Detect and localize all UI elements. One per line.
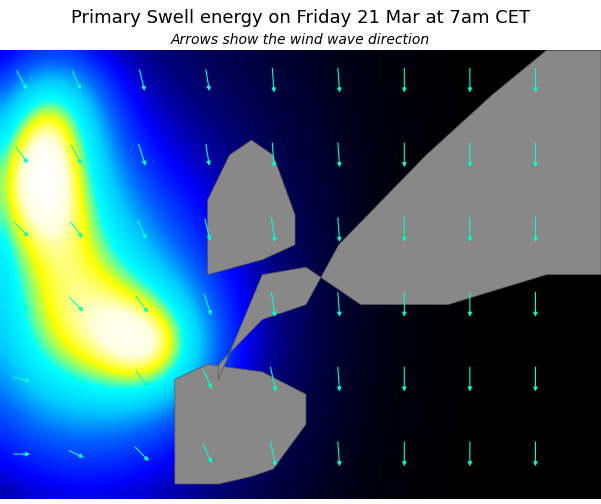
- Polygon shape: [175, 364, 306, 484]
- Polygon shape: [219, 50, 601, 380]
- Text: Arrows show the wind wave direction: Arrows show the wind wave direction: [171, 33, 430, 47]
- Polygon shape: [207, 140, 295, 275]
- Text: Primary Swell energy on Friday 21 Mar at 7am CET: Primary Swell energy on Friday 21 Mar at…: [71, 9, 530, 27]
